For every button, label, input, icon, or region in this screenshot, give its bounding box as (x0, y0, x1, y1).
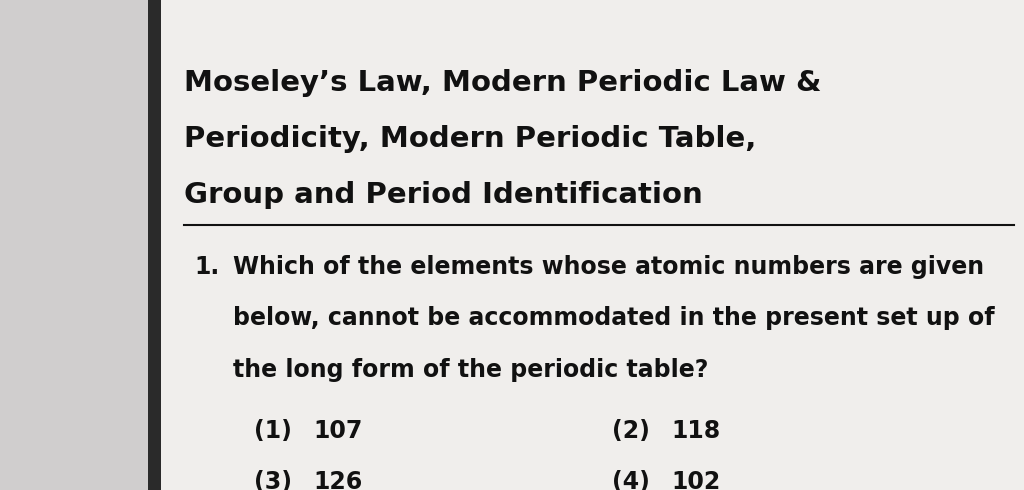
Text: below, cannot be accommodated in the present set up of: below, cannot be accommodated in the pre… (233, 306, 995, 330)
Text: (2): (2) (612, 419, 650, 443)
Text: Moseley’s Law, Modern Periodic Law &: Moseley’s Law, Modern Periodic Law & (184, 69, 821, 97)
Text: Periodicity, Modern Periodic Table,: Periodicity, Modern Periodic Table, (184, 125, 757, 153)
Text: 118: 118 (672, 419, 721, 443)
Text: 1.: 1. (195, 255, 220, 279)
Text: 126: 126 (313, 470, 362, 490)
Text: Group and Period Identification: Group and Period Identification (184, 181, 703, 209)
Text: (1): (1) (254, 419, 292, 443)
Text: (4): (4) (612, 470, 650, 490)
Text: 102: 102 (672, 470, 721, 490)
Text: the long form of the periodic table?: the long form of the periodic table? (233, 358, 709, 382)
Bar (148, 0, 161, 490)
Text: (3): (3) (254, 470, 292, 490)
Text: Which of the elements whose atomic numbers are given: Which of the elements whose atomic numbe… (233, 255, 985, 279)
Bar (152, 0, 1024, 490)
Text: 107: 107 (313, 419, 362, 443)
